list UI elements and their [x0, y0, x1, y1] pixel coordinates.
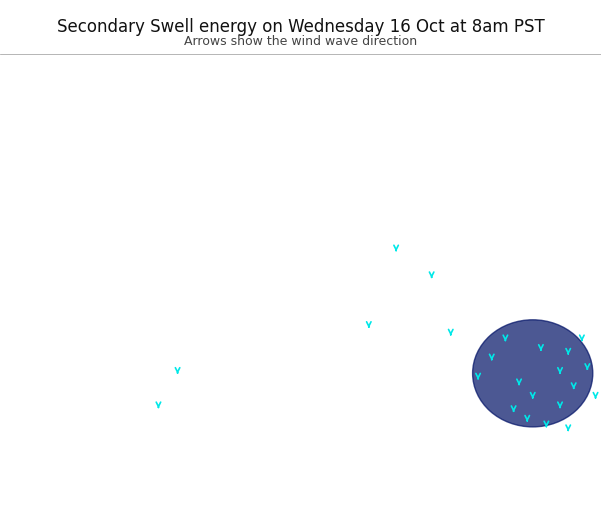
Text: Arrows show the wind wave direction: Arrows show the wind wave direction [184, 35, 417, 48]
Text: Secondary Swell energy on Wednesday 16 Oct at 8am PST: Secondary Swell energy on Wednesday 16 O… [56, 18, 545, 36]
Ellipse shape [472, 320, 593, 427]
